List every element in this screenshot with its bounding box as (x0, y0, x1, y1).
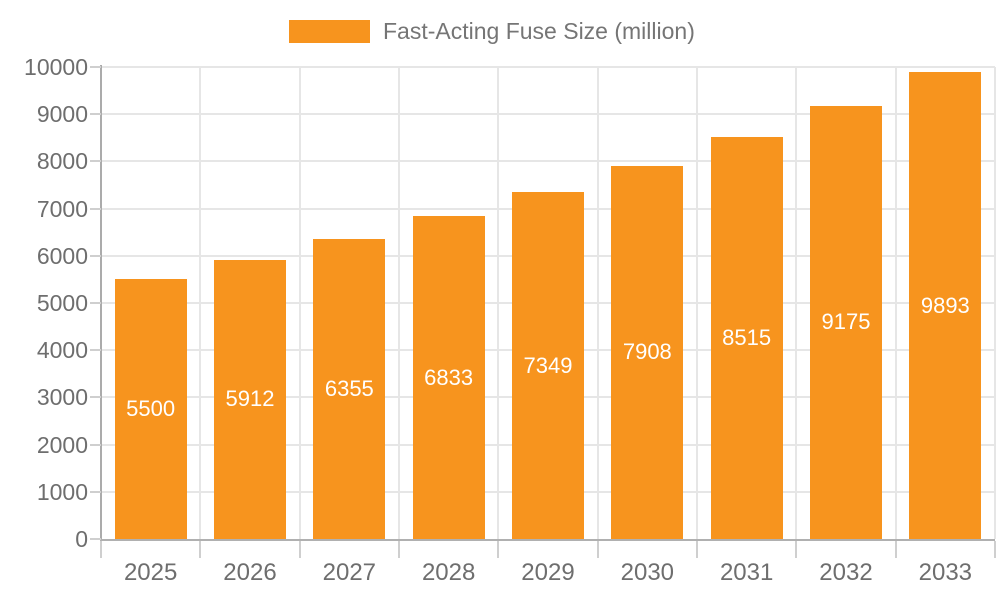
bar-2028[interactable]: 6833 (412, 216, 485, 539)
horizontal-gridline (101, 160, 995, 163)
y-axis-label: 0 (75, 526, 88, 552)
y-axis-label: 7000 (36, 195, 88, 222)
y-axis-tick (90, 207, 101, 210)
y-axis-label: 2000 (36, 431, 88, 458)
y-axis-label: 6000 (36, 242, 88, 269)
x-axis-tick (795, 541, 798, 558)
x-axis-label: 2031 (719, 559, 774, 586)
x-axis-label: 2033 (918, 559, 973, 586)
bar-value-label: 5912 (225, 386, 275, 412)
bar-value-label: 9175 (821, 309, 871, 335)
x-axis-label: 2029 (521, 559, 575, 586)
vertical-gridline (894, 67, 897, 539)
vertical-gridline (199, 67, 202, 539)
y-axis-tick (90, 302, 101, 304)
y-axis-tick (90, 160, 101, 163)
bar-2026[interactable]: 5912 (214, 259, 286, 539)
y-axis-line (100, 65, 102, 541)
horizontal-gridline (101, 113, 995, 116)
y-axis-tick (90, 113, 101, 116)
x-axis-label: 2027 (322, 559, 377, 586)
bar-2029[interactable]: 7349 (512, 192, 584, 539)
x-axis-label: 2025 (123, 559, 178, 586)
x-axis-tick (497, 541, 500, 558)
x-axis-tick (398, 541, 400, 558)
x-axis-label: 2026 (223, 559, 277, 586)
vertical-gridline (994, 67, 996, 539)
horizontal-gridline (101, 66, 995, 68)
bar-value-label: 5500 (126, 396, 176, 422)
legend[interactable]: Fast-Acting Fuse Size (million) (289, 20, 695, 43)
y-axis-tick (90, 66, 101, 68)
y-axis-tick (90, 490, 101, 493)
y-axis-label: 5000 (36, 290, 88, 316)
vertical-gridline (398, 67, 400, 539)
vertical-gridline (497, 67, 500, 539)
x-axis-tick (696, 541, 698, 558)
bar-value-label: 6833 (424, 364, 474, 390)
vertical-gridline (696, 67, 698, 539)
legend-label: Fast-Acting Fuse Size (million) (383, 18, 695, 44)
y-axis-label: 10000 (24, 54, 88, 80)
vertical-gridline (795, 67, 798, 539)
bar-value-label: 6355 (324, 376, 374, 401)
y-axis-tick (90, 254, 101, 257)
bar-value-label: 8515 (722, 325, 772, 351)
x-axis-tick (994, 541, 996, 558)
bar-value-label: 9893 (920, 292, 970, 318)
y-axis-label: 8000 (36, 148, 88, 175)
bar-2027[interactable]: 6355 (313, 239, 386, 539)
x-axis-label: 2032 (819, 559, 873, 586)
bar-2031[interactable]: 8515 (710, 137, 783, 539)
x-axis-tick (100, 541, 102, 558)
bar-2030[interactable]: 7908 (611, 165, 684, 539)
x-axis-tick (894, 541, 897, 558)
y-axis-label: 3000 (36, 384, 88, 411)
bar-2032[interactable]: 9175 (810, 105, 882, 539)
x-axis-label: 2030 (620, 559, 675, 586)
x-axis-tick (199, 541, 202, 558)
y-axis-tick (90, 538, 101, 540)
y-axis-label: 9000 (36, 101, 88, 128)
x-axis-line (100, 539, 995, 541)
x-axis-tick (596, 541, 599, 558)
y-axis-tick (90, 396, 101, 399)
bar-value-label: 7908 (622, 339, 672, 365)
legend-swatch-icon (289, 20, 370, 43)
x-axis-tick (298, 541, 301, 558)
bar-value-label: 7349 (523, 352, 573, 378)
bar-2025[interactable]: 5500 (114, 279, 187, 539)
bar-2033[interactable]: 9893 (909, 72, 982, 539)
y-axis-tick (90, 349, 101, 352)
vertical-gridline (298, 67, 301, 539)
y-axis-tick (90, 443, 101, 446)
vertical-gridline (596, 67, 599, 539)
y-axis-label: 4000 (36, 337, 88, 364)
y-axis-label: 1000 (36, 478, 88, 505)
x-axis-label: 2028 (421, 559, 476, 586)
